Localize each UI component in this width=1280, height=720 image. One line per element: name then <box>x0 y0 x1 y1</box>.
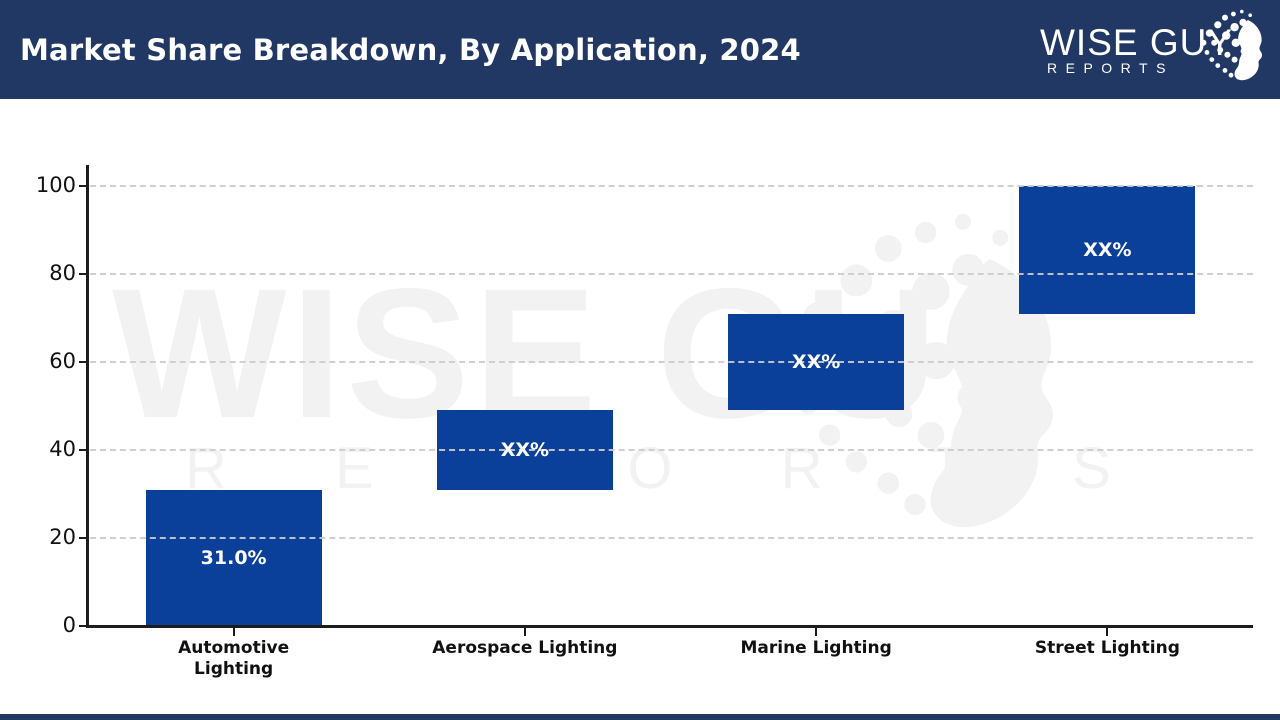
y-tick-label: 0 <box>62 613 76 637</box>
y-tick-mark <box>79 273 88 275</box>
brand-logo: WISE GUY REPORTS <box>1000 0 1270 99</box>
bar-value-label: XX% <box>500 438 550 461</box>
bar-value-label: XX% <box>791 350 841 373</box>
y-tick-mark <box>79 625 88 627</box>
y-tick-label: 40 <box>49 437 76 461</box>
x-tick-label: Aerospace Lighting <box>415 638 635 659</box>
y-tick-mark <box>79 361 88 363</box>
y-tick-label: 80 <box>49 261 76 285</box>
bar-segment <box>1019 186 1196 314</box>
x-tick-label-line: Marine Lighting <box>740 638 892 658</box>
gridline <box>90 361 1253 363</box>
y-tick-label: 20 <box>49 525 76 549</box>
x-tick-mark <box>232 628 235 636</box>
gridline <box>90 185 1253 187</box>
x-axis-spine <box>86 625 1253 628</box>
brand-face-icon <box>1192 8 1270 92</box>
x-tick-label: Street Lighting <box>997 638 1217 659</box>
y-tick-mark <box>79 537 88 539</box>
x-tick-mark <box>523 628 526 636</box>
header-bar: Market Share Breakdown, By Application, … <box>0 0 1280 99</box>
page-title: Market Share Breakdown, By Application, … <box>20 32 801 67</box>
x-tick-label-line: Aerospace Lighting <box>432 638 618 658</box>
x-tick-label: Automotive Lighting <box>124 638 344 680</box>
y-axis-spine <box>86 165 89 628</box>
x-tick-label-line: Automotive <box>178 638 290 658</box>
y-tick-label: 60 <box>49 349 76 373</box>
x-tick-label-line: Street Lighting <box>1034 638 1180 658</box>
x-tick-label: Marine Lighting <box>706 638 926 659</box>
bar-value-label: 31.0% <box>200 546 267 569</box>
brand-logo-subtitle: REPORTS <box>1047 60 1174 76</box>
gridline <box>90 449 1253 451</box>
y-tick-mark <box>79 449 88 451</box>
gridline <box>90 273 1253 275</box>
y-tick-mark <box>79 185 88 187</box>
x-tick-label-line: Lighting <box>194 659 274 679</box>
y-tick-label: 100 <box>35 173 76 197</box>
brand-logo-name: WISE GUY <box>1040 22 1234 63</box>
bar-value-label: XX% <box>1083 238 1132 261</box>
gridline <box>90 537 1253 539</box>
x-tick-mark <box>815 628 818 636</box>
bar-segment <box>145 489 322 626</box>
footer-bar <box>0 714 1280 720</box>
x-tick-mark <box>1106 628 1109 636</box>
